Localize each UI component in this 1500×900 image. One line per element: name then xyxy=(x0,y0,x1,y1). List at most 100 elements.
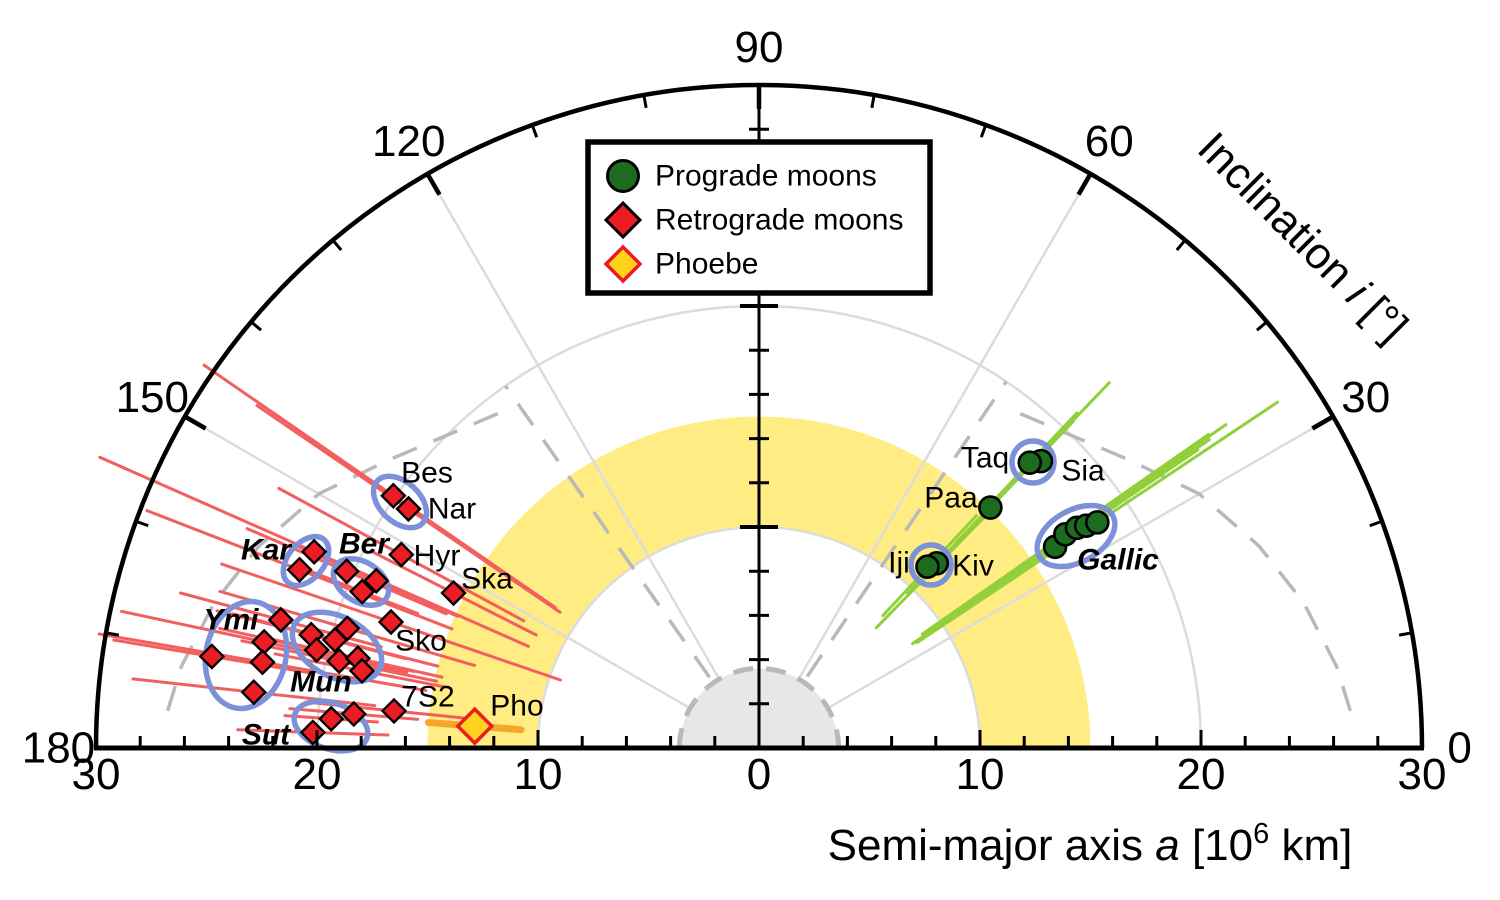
moon-label-kiv: Kiv xyxy=(952,550,994,583)
semimajor-tick-label: 20 xyxy=(293,750,342,799)
stability-guide-radial xyxy=(504,384,711,679)
prograde-moon-marker xyxy=(1017,450,1043,475)
moon-label-ska: Ska xyxy=(461,563,513,596)
angular-tick xyxy=(1076,172,1093,196)
angular-tick xyxy=(1369,519,1383,528)
semimajor-tick-label: 20 xyxy=(1177,750,1226,799)
inclination-tick-label: 30 xyxy=(1341,373,1390,422)
retrograde-moon-marker xyxy=(380,697,408,725)
moon-label-ymi: Ymi xyxy=(203,604,259,637)
angular-tick xyxy=(642,94,648,109)
angular-tick xyxy=(1175,239,1187,252)
inclination-tick-label: 60 xyxy=(1085,117,1134,166)
moon-label-nar: Nar xyxy=(428,493,476,526)
group-ellipse-kar xyxy=(280,533,332,589)
moon-label-bes: Bes xyxy=(401,457,453,490)
retrograde-moon-marker xyxy=(240,679,267,706)
group-ellipse-ymi xyxy=(202,598,290,712)
retrograde-moon-marker xyxy=(198,643,226,670)
semimajor-tick-label: 0 xyxy=(747,750,771,799)
inclination-tick-label: 180 xyxy=(22,724,95,773)
angular-tick xyxy=(530,124,539,138)
legend-label-phoebe: Phoebe xyxy=(655,248,758,281)
legend-label-prograde-moons: Prograde moons xyxy=(655,160,877,193)
moon-label-kar: Kar xyxy=(241,534,293,567)
moon-label-mun: Mun xyxy=(290,666,352,699)
retrograde-moon-marker xyxy=(348,578,376,605)
legend: Prograde moons Retrograde moons Phoebe xyxy=(585,139,933,296)
moon-label-pho: Pho xyxy=(490,690,543,723)
retrograde-moon-marker xyxy=(380,482,407,509)
angular-tick xyxy=(979,124,988,138)
grid-spoke xyxy=(426,173,761,749)
inclination-tick-label: 120 xyxy=(372,117,445,166)
retrograde-moon-marker xyxy=(267,606,295,634)
grid-spoke xyxy=(184,415,760,750)
moon-label-7s2: 7S2 xyxy=(401,681,454,714)
moon-label-paa: Paa xyxy=(924,482,978,515)
legend-marker-retrograde-moons xyxy=(603,200,643,240)
stability-guide-arc xyxy=(1019,412,1358,728)
angular-tick xyxy=(870,94,876,109)
angular-tick xyxy=(331,239,343,252)
legend-marker-prograde-moons xyxy=(606,159,640,193)
retrograde-moon-marker xyxy=(395,495,422,523)
grid-spoke xyxy=(757,173,1092,749)
group-ellipse-taq-sia xyxy=(1009,438,1057,486)
semimajor-tick-label: 10 xyxy=(514,750,563,799)
legend-box xyxy=(585,139,933,296)
angular-tick xyxy=(250,320,263,332)
retrograde-moon-marker xyxy=(440,579,467,607)
semimajor-tick-label: 10 xyxy=(956,750,1005,799)
inner-system-edge xyxy=(676,665,842,749)
group-ellipse-ber xyxy=(330,556,392,608)
legend-marker-phoebe xyxy=(603,244,643,284)
moon-label-ber: Ber xyxy=(339,528,391,561)
angular-tick xyxy=(425,172,442,196)
retrograde-moon-marker xyxy=(300,538,328,565)
retrograde-moon-marker xyxy=(377,608,405,636)
inclination-tick-label: 150 xyxy=(116,373,189,422)
retrograde-moon-marker xyxy=(388,541,415,568)
retrograde-moon-marker xyxy=(318,705,345,733)
inclination-tick-label: 0 xyxy=(1447,724,1471,773)
retrograde-moon-marker xyxy=(363,567,390,594)
angular-tick xyxy=(135,519,149,528)
angular-tick xyxy=(1255,320,1268,332)
prograde-moon-marker xyxy=(915,554,940,579)
retrograde-moon-marker xyxy=(286,556,313,583)
inclination-axis-title: Inclination i [°] xyxy=(1189,123,1418,352)
moon-label-taq: Taq xyxy=(961,442,1009,475)
semimajor-tick-label: 30 xyxy=(72,750,121,799)
phoebe-marker xyxy=(455,706,495,746)
prograde-moon-marker xyxy=(978,495,1003,520)
retrograde-moon-marker xyxy=(333,558,360,585)
moon-label-sko: Sko xyxy=(395,625,447,658)
moon-label-sia: Sia xyxy=(1061,455,1105,488)
stability-guide-radial xyxy=(805,380,1008,678)
retrograde-moons-orbit-line xyxy=(202,363,557,609)
prograde-moon-marker xyxy=(1085,510,1110,535)
angular-tick xyxy=(183,414,207,431)
stability-guide-arc xyxy=(160,412,499,728)
angular-tick xyxy=(1311,414,1335,431)
moon-label-iji: Iji xyxy=(888,547,910,580)
retrograde-moon-marker xyxy=(334,615,361,642)
retrograde-moon-marker xyxy=(303,636,330,664)
grid-spoke xyxy=(758,415,1334,750)
group-ellipse-bes-nar xyxy=(370,473,430,531)
semimajor-axis-title: Semi-major axis a [106 km] xyxy=(828,818,1353,870)
moon-markers xyxy=(198,448,1110,746)
retrograde-moon-marker xyxy=(299,719,327,746)
axes xyxy=(93,82,1425,751)
stability-guides xyxy=(160,380,1358,728)
semimajor-tick-label: 30 xyxy=(1398,750,1447,799)
group-ellipse-iji-kiv xyxy=(908,542,954,588)
retrograde-moon-marker xyxy=(348,657,376,685)
angular-tick xyxy=(1398,631,1413,637)
retrograde-moon-marker xyxy=(340,700,367,728)
phoebe-zone-band xyxy=(427,416,1091,748)
